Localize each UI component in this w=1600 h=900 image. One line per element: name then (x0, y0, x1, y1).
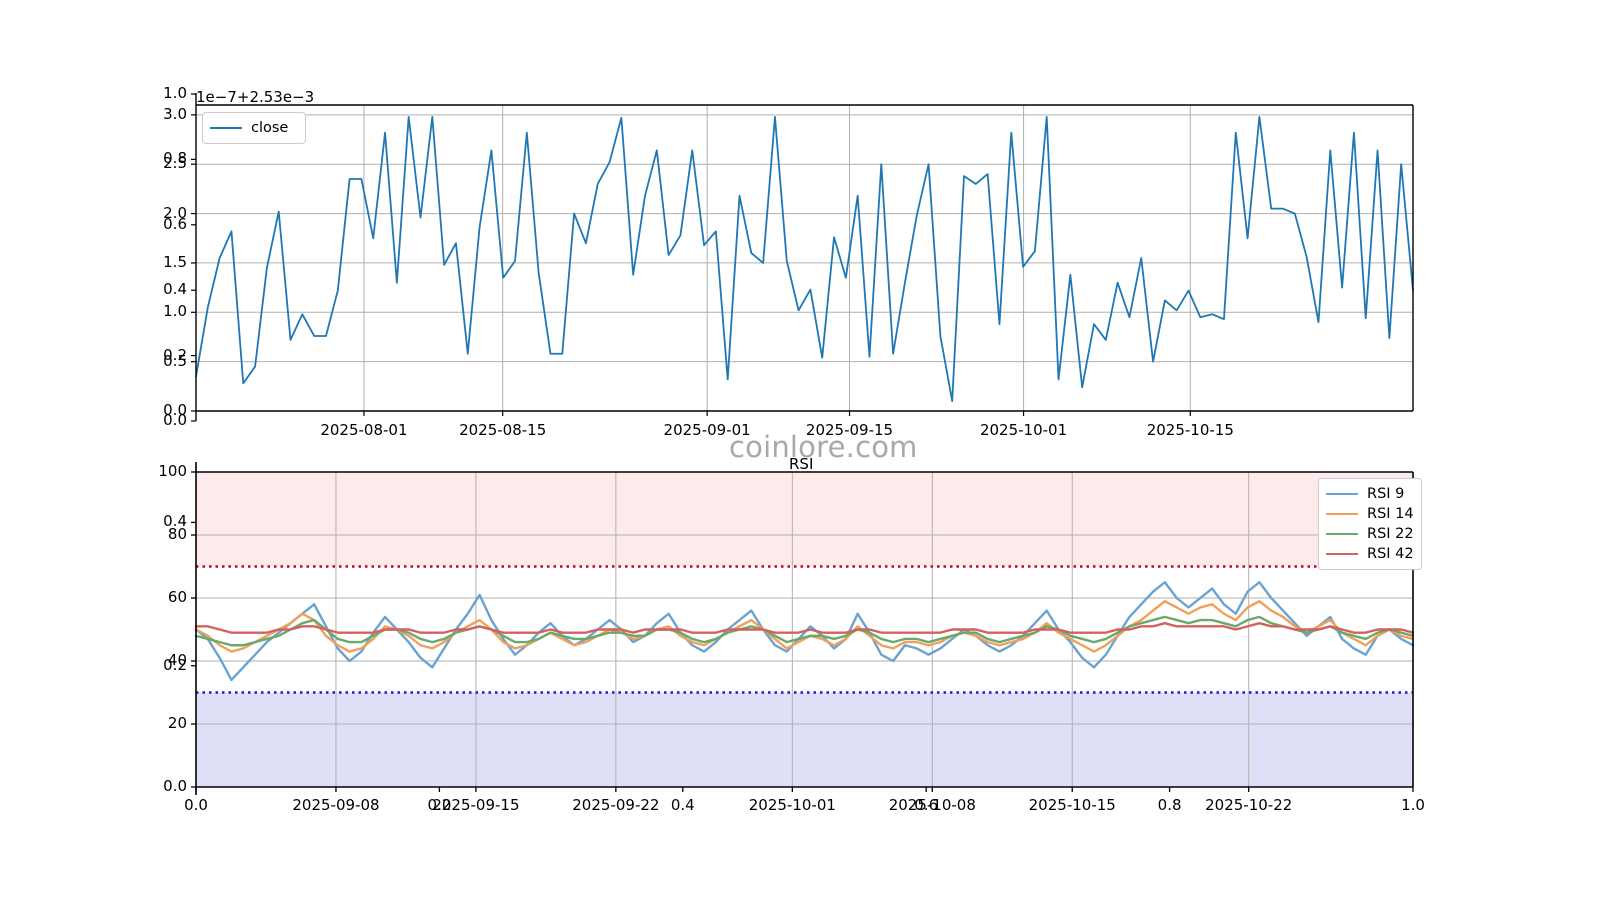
legend-item-rsi14: RSI 14 (1326, 504, 1414, 524)
rsi-band-1 (196, 692, 1413, 787)
legend-line-rsi14 (1326, 513, 1358, 515)
rsi-panel-title: RSI (789, 455, 814, 473)
price-ytick-0.5: 0.5 (163, 351, 187, 370)
price-y-offset-text: 1e−7+2.53e−3 (196, 88, 315, 106)
price-ytick-2.0: 2.0 (163, 203, 187, 222)
rsi-xtick-num-0.4: 0.4 (670, 796, 695, 814)
legend-line-rsi9 (1326, 493, 1358, 495)
price-xtick-2025-09-15: 2025-09-15 (805, 421, 894, 439)
rsi-band-0 (196, 472, 1413, 567)
rsi-xtick-num-0.6: 0.6 (914, 796, 939, 814)
price-xtick-2025-10-01: 2025-10-01 (979, 421, 1068, 439)
price-legend: close (202, 112, 306, 144)
price-ytick-alt-0.2: 0.2 (163, 345, 187, 364)
rsi-ytick-alt-0.4: 0.4 (163, 512, 187, 531)
legend-item-rsi22: RSI 22 (1326, 524, 1414, 544)
legend-item-rsi42: RSI 42 (1326, 544, 1414, 564)
legend-label-rsi9: RSI 9 (1367, 486, 1405, 502)
rsi-xtick-num-0.0: 0.0 (184, 796, 208, 814)
rsi-ytick-0: 0.0 (163, 777, 187, 795)
legend-line-close (210, 127, 242, 129)
rsi-ytick-60: 60 (167, 588, 187, 606)
legend-label-rsi14: RSI 14 (1367, 506, 1414, 522)
rsi-ytick-80: 80 (167, 525, 187, 543)
legend-line-rsi22 (1326, 533, 1358, 535)
rsi-xtick-2025-09-22: 2025-09-22 (572, 796, 660, 814)
legend-line-rsi42 (1326, 553, 1358, 555)
rsi-xtick-num-1.0: 1.0 (1401, 796, 1425, 814)
price-ytick-alt-0.8: 0.8 (163, 149, 187, 168)
price-xtick-2025-10-15: 2025-10-15 (1146, 421, 1234, 439)
legend-item-rsi9: RSI 9 (1326, 484, 1414, 504)
price-xtick-2025-08-01: 2025-08-01 (320, 421, 408, 439)
price-ytick-2.5: 2.5 (163, 154, 187, 173)
rsi-xtick-2025-09-08: 2025-09-08 (292, 796, 380, 814)
rsi-ytick-40: 40 (167, 651, 187, 669)
price-ytick-3.0: 3.0 (163, 104, 187, 123)
legend-label-rsi22: RSI 22 (1367, 526, 1414, 542)
watermark: coinlore.com (729, 430, 918, 464)
rsi-xtick-2025-10-15: 2025-10-15 (1028, 796, 1116, 814)
rsi-xtick-2025-10-01: 2025-10-01 (748, 796, 836, 814)
rsi-xtick-2025-10-08: 2025-10-08 (888, 796, 976, 814)
rsi-xtick-num-0.2: 0.2 (427, 796, 452, 814)
legend-item-close: close (210, 118, 298, 138)
rsi-xtick-2025-10-22: 2025-10-22 (1205, 796, 1293, 814)
rsi-ytick-20: 20 (167, 714, 187, 732)
rsi-xtick-2025-09-15: 2025-09-15 (432, 796, 520, 814)
price-ytick-alt-1.0: 1.0 (163, 84, 187, 102)
legend-label-rsi42: RSI 42 (1367, 546, 1414, 562)
legend-label-close: close (251, 120, 289, 136)
price-xtick-2025-08-15: 2025-08-15 (459, 421, 547, 439)
price-ytick-alt-0.6: 0.6 (163, 214, 187, 233)
price-ytick-0.0: 0.0 (163, 401, 187, 419)
rsi-ytick-100: 100 (158, 462, 187, 480)
rsi-xtick-num-0.8: 0.8 (1157, 796, 1182, 814)
price-ytick-alt-0.0: 0.0 (163, 411, 187, 429)
price-xtick-2025-09-01: 2025-09-01 (663, 421, 751, 439)
price-ytick-alt-0.4: 0.4 (163, 280, 187, 299)
rsi-ytick-alt-0.2: 0.2 (163, 655, 187, 674)
rsi-legend: RSI 9 RSI 14 RSI 22 RSI 42 (1318, 478, 1422, 570)
price-ytick-1.5: 1.5 (163, 252, 187, 271)
price-ytick-1.0: 1.0 (163, 302, 187, 321)
